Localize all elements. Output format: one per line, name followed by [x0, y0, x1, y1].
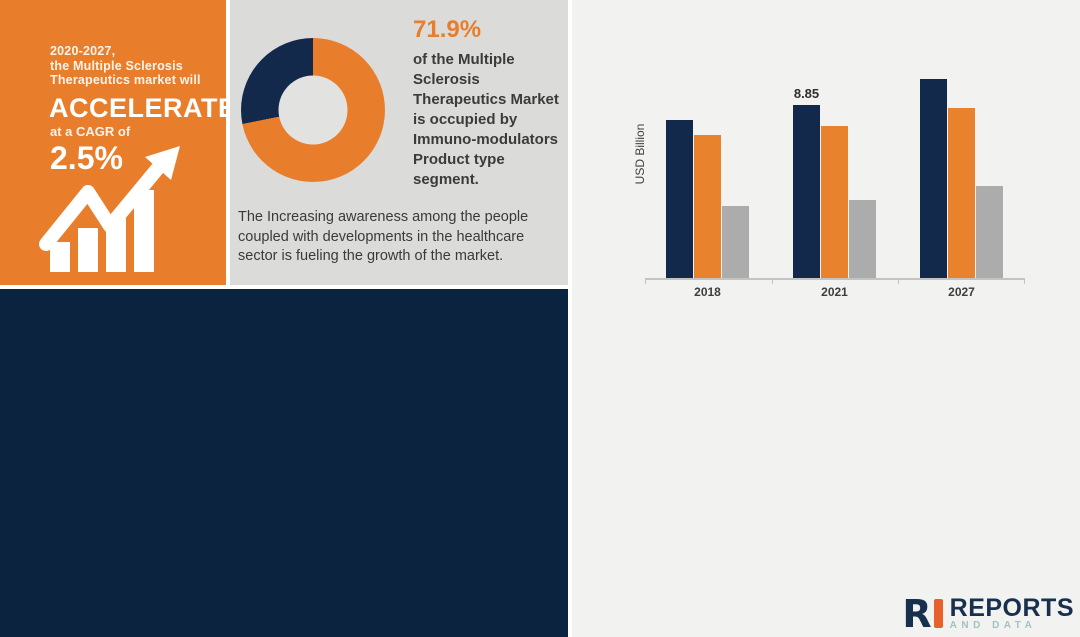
bar-europe-2018: [694, 135, 721, 278]
accelerate-intro-line-2: the Multiple Sclerosis: [50, 58, 183, 73]
donut-highlight-value: 71.9%: [413, 16, 482, 43]
bar-europe-2021: [821, 126, 848, 278]
bar-axis-label-2018: 2018: [694, 285, 721, 299]
administration-panel: [0, 289, 568, 637]
cagr-value: 2.5%: [50, 140, 123, 176]
donut-hole: [278, 75, 348, 145]
logo-subtitle: AND DATA: [949, 620, 1037, 631]
bar-axis-tick-3: [1024, 278, 1025, 284]
reports-and-data-logo: R REPORTS AND DATA: [902, 591, 1074, 636]
bar-group-2027: [920, 0, 1003, 278]
donut-note-text: The Increasing awareness among the peopl…: [238, 209, 529, 264]
donut-chart: [241, 38, 385, 182]
accelerate-intro-line-1: 2020-2027,: [50, 44, 116, 58]
donut-highlight-text: of the Multiple Sclerosis Therapeutics M…: [413, 51, 559, 188]
bar-axis-label-2021: 2021: [821, 285, 848, 299]
bar-apac-2018: [722, 206, 749, 278]
bar-axis-tick-0: [645, 278, 646, 284]
accelerate-intro-lines: 2020-2027, the Multiple Sclerosis Therapeu…: [50, 44, 201, 88]
bar-group-2021: 8.85: [793, 0, 876, 278]
logo-r-icon: R: [902, 591, 932, 636]
bar-value-label: 8.85: [793, 86, 820, 101]
bar-apac-2021: [849, 200, 876, 278]
accelerate-card: 2020-2027, the Multiple Sclerosis Therapeu…: [0, 0, 236, 285]
growth-arrow-chart-icon: [39, 146, 180, 272]
logo-orange-bar-icon: [933, 599, 943, 628]
bar-apac-2027: [976, 186, 1003, 278]
bar-group-2018: [666, 0, 749, 278]
bar-north-america-2021: 8.85: [793, 86, 820, 278]
dot-plot: [0, 289, 568, 637]
bar-chart-y-axis-label: USD Billion: [633, 123, 647, 185]
bar-north-america-2018: [666, 120, 693, 278]
donut-panel: 71.9% of the Multiple Sclerosis Therapeu…: [230, 0, 568, 285]
cagr-sub-label: at a CAGR of: [50, 124, 131, 139]
logo-name: REPORTS: [949, 594, 1074, 622]
bar-chart-x-axis: [645, 278, 1025, 280]
bar-axis-label-2027: 2027: [948, 285, 975, 299]
bar-europe-2027: [948, 108, 975, 278]
bar-north-america-2027: [920, 79, 947, 278]
bar-axis-tick-1: [771, 278, 773, 284]
accelerate-headline: ACCELERATE: [49, 93, 237, 123]
regional-panel: USD Billion 2018 8.85 2021 2027 R REPORTS A…: [572, 0, 1080, 637]
accelerate-intro-line-3: Therapeutics market will: [50, 73, 201, 87]
bar-chart: USD Billion 2018 8.85 2021 2027: [572, 0, 1080, 340]
bar-axis-tick-2: [898, 278, 900, 284]
